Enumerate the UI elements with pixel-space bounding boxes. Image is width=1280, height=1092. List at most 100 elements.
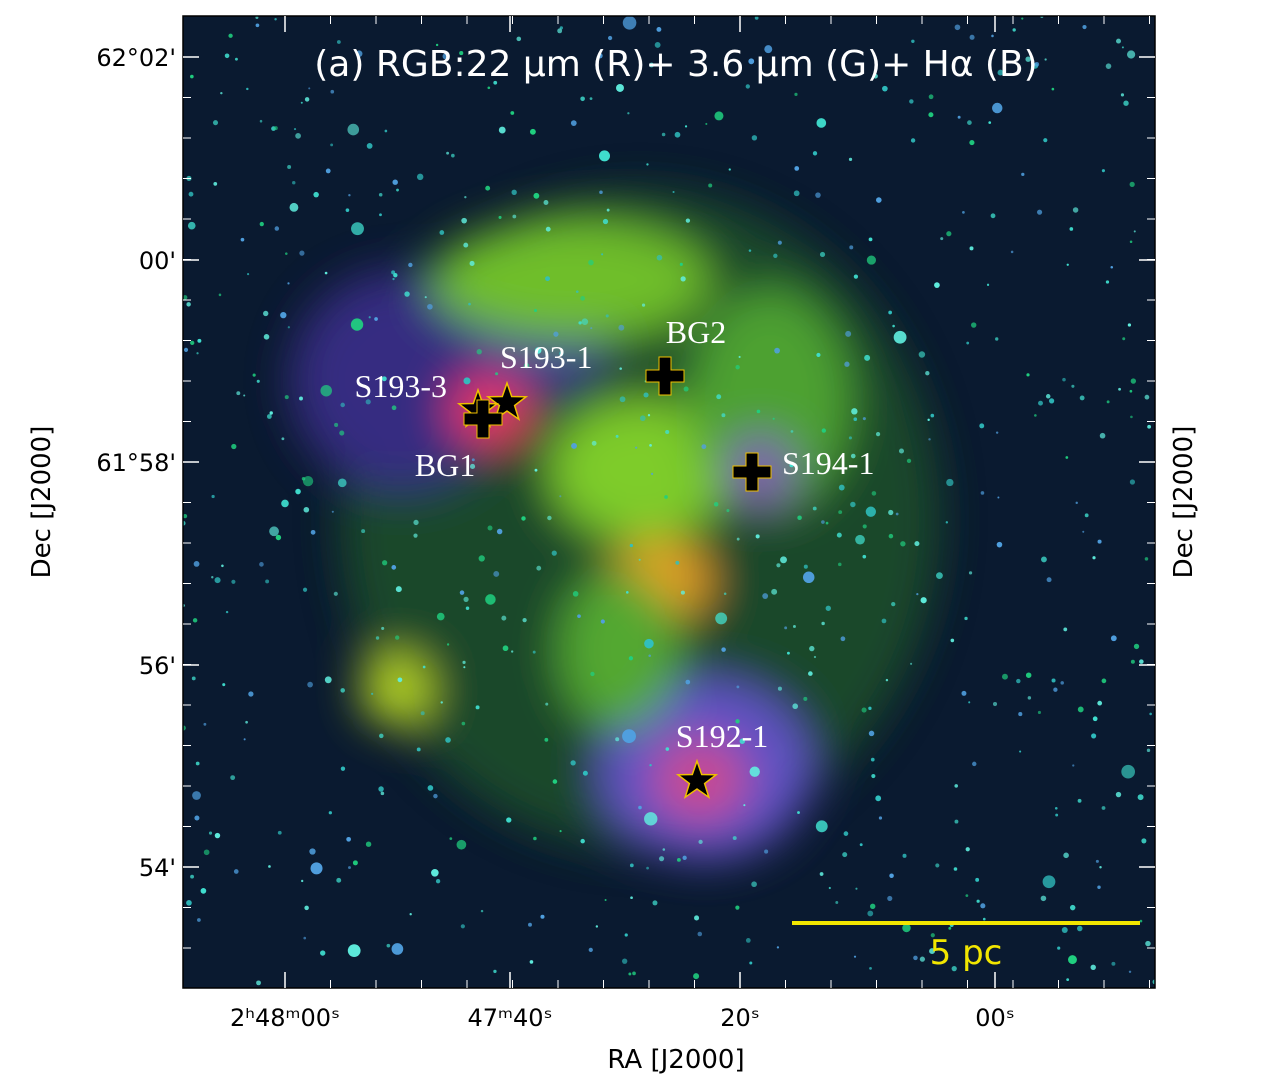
star-point (365, 841, 372, 847)
star-point (1133, 643, 1140, 650)
source-label: S192-1 (676, 718, 768, 754)
star-point (459, 51, 464, 56)
star-point (572, 591, 579, 597)
source-label: BG1 (415, 447, 475, 483)
star-point (240, 237, 245, 242)
star-point (285, 252, 288, 255)
star-point (870, 903, 876, 910)
star-point (665, 429, 670, 435)
star-point (469, 463, 476, 469)
star-point (875, 432, 881, 437)
star-point (1026, 373, 1030, 377)
y-tick-label: 54' (139, 854, 176, 882)
star-point (348, 866, 351, 869)
star-point (680, 590, 685, 595)
star-point (188, 191, 194, 197)
star-point (265, 579, 270, 584)
star-point (287, 326, 290, 329)
star-point (819, 872, 824, 876)
star-point (975, 877, 980, 882)
star-point (365, 399, 371, 405)
star-point (855, 534, 865, 545)
star-point (850, 453, 856, 459)
star-point (471, 458, 475, 462)
star-point (825, 521, 829, 525)
star-point (1018, 712, 1023, 717)
star-point (629, 863, 634, 868)
star-point (436, 612, 445, 621)
star-point (748, 249, 752, 252)
star-point (869, 966, 872, 970)
star-point (639, 415, 646, 422)
star-point (776, 946, 780, 949)
star-point (855, 887, 858, 890)
star-point (1037, 710, 1041, 714)
star-point (478, 555, 485, 562)
star-point (493, 969, 497, 974)
star-point (658, 856, 665, 862)
star-point (881, 618, 887, 624)
star-point (1077, 798, 1082, 803)
star-point (391, 943, 404, 955)
star-point (864, 354, 871, 361)
star-point (220, 91, 223, 95)
star-point (391, 405, 397, 411)
star-point (575, 290, 579, 293)
star-point (274, 18, 277, 21)
star-point (559, 495, 562, 498)
star-point (284, 395, 289, 400)
y-tick-label: 00' (139, 247, 176, 275)
star-point (1097, 700, 1103, 706)
star-point (992, 701, 998, 707)
star-point (1092, 716, 1098, 722)
star-point (605, 314, 609, 318)
star-point (1144, 557, 1149, 561)
star-point (1115, 791, 1122, 798)
star-point (895, 512, 899, 516)
star-point (882, 85, 888, 92)
star-point (190, 74, 194, 79)
star-point (302, 587, 308, 592)
star-point (340, 688, 345, 693)
star-point (840, 636, 846, 642)
star-point (849, 245, 854, 250)
star-point (382, 560, 388, 566)
star-point (559, 351, 564, 356)
star-point (1045, 394, 1051, 399)
star-point (1091, 733, 1097, 739)
star-point (340, 402, 345, 408)
star-point (374, 317, 378, 321)
star-point (1105, 280, 1110, 284)
source-label: BG2 (666, 314, 726, 350)
star-point (347, 944, 361, 958)
star-point (997, 496, 1000, 499)
star-point (392, 277, 395, 281)
star-point (340, 766, 346, 771)
star-point (649, 444, 652, 447)
star-point (878, 816, 883, 820)
star-point (580, 838, 585, 844)
star-point (851, 408, 858, 415)
star-point (378, 192, 383, 197)
star-point (256, 980, 261, 986)
star-point (269, 411, 273, 415)
star-point (930, 933, 935, 938)
star-point (498, 215, 502, 219)
star-point (589, 97, 593, 100)
star-point (263, 310, 269, 317)
star-point (902, 853, 907, 858)
star-point (445, 737, 451, 743)
star-point (996, 541, 1003, 548)
star-point (320, 950, 326, 956)
star-point (355, 50, 363, 57)
star-point (685, 218, 691, 223)
star-point (726, 509, 730, 513)
star-point (577, 614, 581, 619)
star-point (1044, 58, 1047, 61)
star-point (619, 367, 622, 370)
star-point (379, 213, 382, 217)
star-point (1118, 387, 1121, 391)
cross-marker (645, 356, 685, 396)
star-point (784, 626, 788, 630)
star-point (413, 519, 419, 526)
